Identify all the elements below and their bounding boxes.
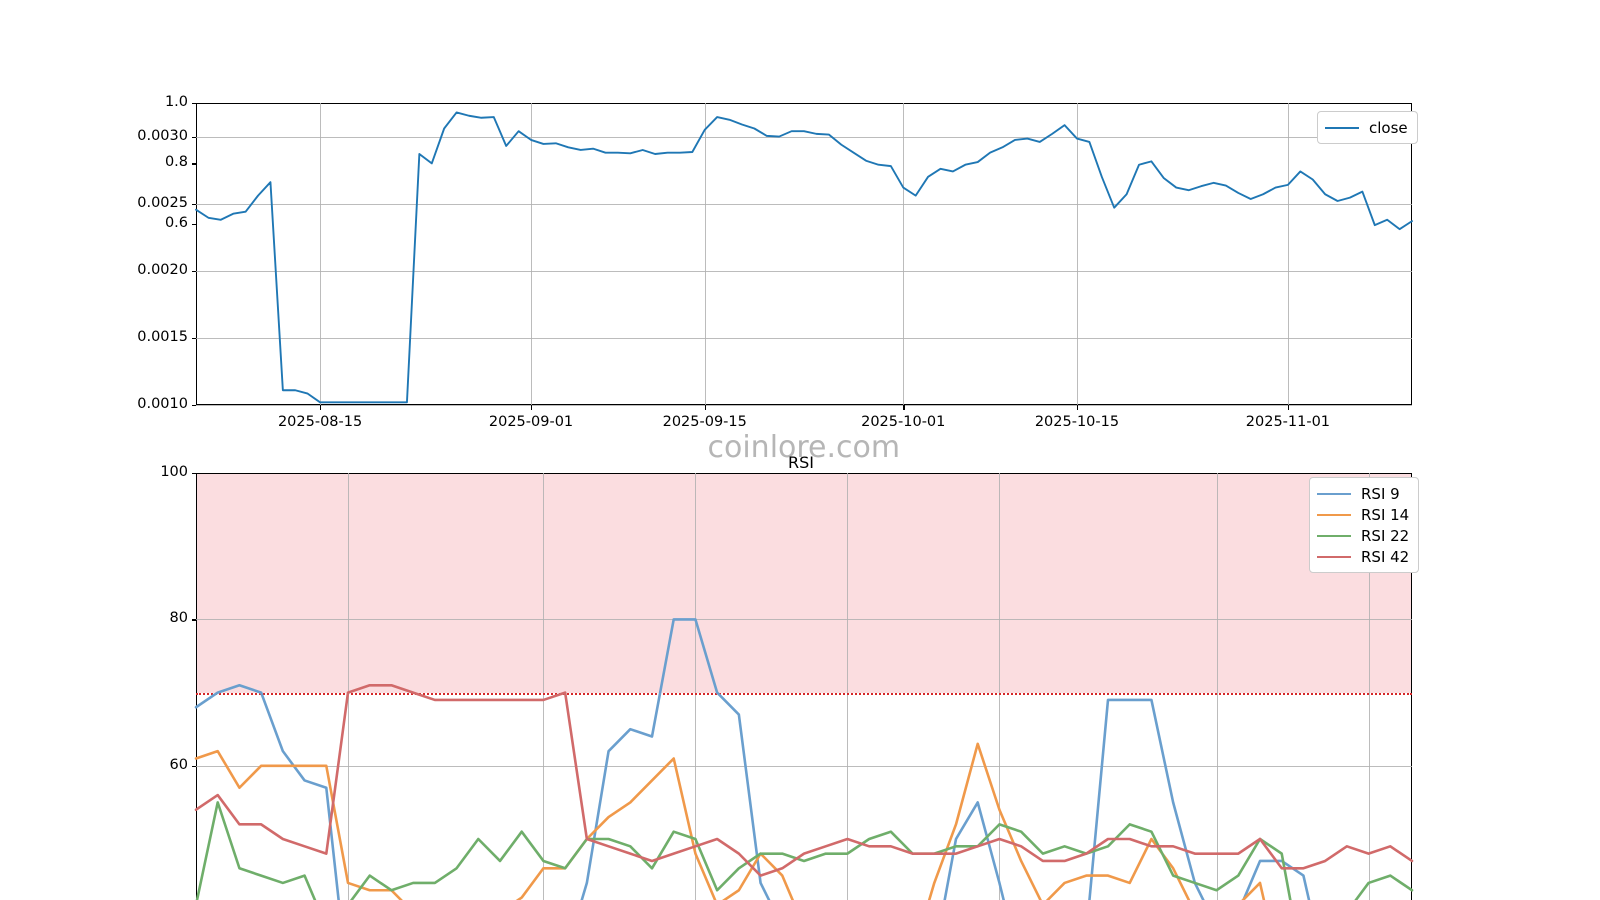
rsi-y-tick-label: 80 (169, 610, 188, 627)
price-x-tick-label: 2025-10-15 (1034, 414, 1120, 430)
price-y-tick-label-secondary: 0.8 (164, 154, 188, 171)
price-y-tick-label: 0.0015 (137, 328, 188, 345)
legend-swatch-icon (1317, 555, 1351, 558)
legend-item-rsi-14[interactable]: RSI 14 (1317, 504, 1409, 525)
legend-label: RSI 42 (1361, 547, 1410, 566)
legend-label: close (1369, 118, 1408, 137)
price-line-close (195, 111, 1413, 404)
legend-label: RSI 22 (1361, 526, 1410, 545)
price-x-tick-label: 2025-10-01 (861, 414, 946, 430)
price-y-tick-label: 0.0030 (137, 127, 188, 144)
legend-item-close[interactable]: close (1325, 117, 1408, 138)
rsi-plot-area (196, 473, 1412, 900)
legend-swatch-icon (1317, 534, 1351, 537)
price-chart-panel: 0.0010 0.0015 0.0020 0.0025 0.0030 0.6 0.8 1.0… (0, 0, 1600, 430)
rsi-panel-title: RSI (788, 453, 814, 472)
rsi-line-rsi-9 (194, 618, 1311, 900)
price-y-tick-label: 0.0010 (137, 396, 188, 412)
rsi-line-rsi-14 (194, 742, 1266, 900)
rsi-overbought-line (196, 692, 1412, 695)
price-x-tick-label: 2025-09-15 (662, 414, 747, 430)
price-x-tick-label: 2025-09-01 (488, 414, 574, 430)
price-series-layer (195, 111, 1413, 404)
rsi-legend[interactable]: RSI 9 RSI 14 RSI 22 RSI 42 (1309, 477, 1420, 573)
price-legend[interactable]: close (1317, 111, 1418, 144)
legend-item-rsi-9[interactable]: RSI 9 (1317, 483, 1409, 504)
legend-swatch-icon (1317, 513, 1351, 516)
price-y-tick-label: 0.0025 (137, 194, 188, 211)
rsi-y-tick-label: 60 (169, 756, 188, 773)
price-plot-area (196, 103, 1412, 405)
rsi-chart-panel: RSI 020406080100 0.00.20.4 2025-09-22202… (0, 420, 1600, 900)
rsi-line-rsi-42 (194, 683, 1414, 877)
price-y-tick-label: 0.0020 (137, 261, 188, 278)
legend-label: RSI 9 (1361, 484, 1400, 503)
rsi-y-tick-label: 100 (160, 464, 188, 480)
price-y-tick-label-secondary: 0.6 (164, 214, 188, 231)
legend-label: RSI 14 (1361, 505, 1410, 524)
legend-item-rsi-22[interactable]: RSI 22 (1317, 525, 1409, 546)
price-x-tick-label: 2025-11-01 (1245, 414, 1331, 430)
legend-item-rsi-42[interactable]: RSI 42 (1317, 546, 1409, 567)
price-y-tick-label-secondary: 1.0 (164, 94, 188, 110)
rsi-line-rsi-22 (195, 801, 1414, 900)
watermark-coinlore: coinlore.com (707, 430, 901, 465)
price-x-tick-label: 2025-08-15 (277, 414, 363, 430)
rsi-series-layer (194, 618, 1414, 900)
legend-swatch-icon (1317, 492, 1351, 495)
legend-swatch-icon (1325, 126, 1359, 129)
rsi-overbought-band (196, 473, 1412, 693)
